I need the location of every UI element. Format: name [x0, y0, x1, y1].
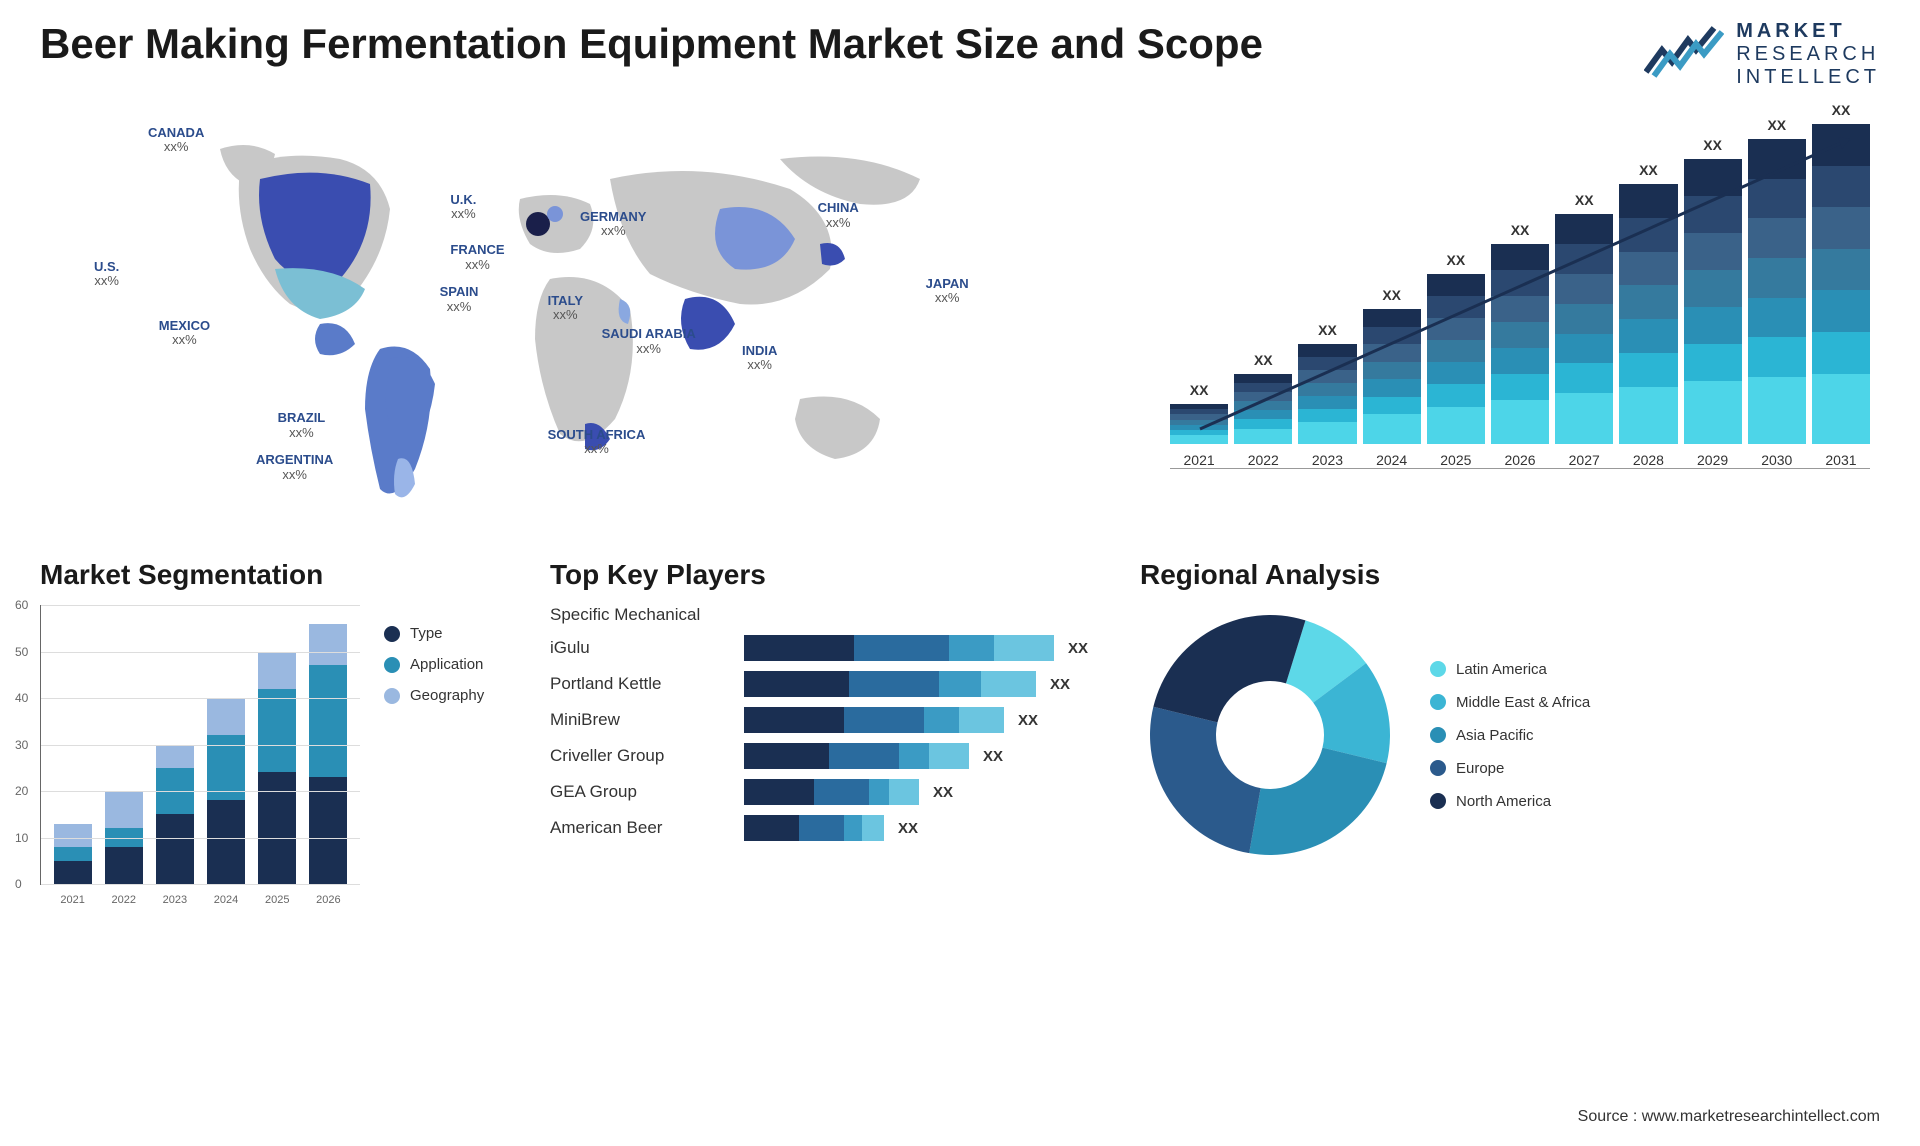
donut-slice — [1153, 615, 1305, 722]
player-row: iGuluXX — [550, 635, 1110, 661]
legend-item: Middle East & Africa — [1430, 694, 1590, 711]
player-row: MiniBrewXX — [550, 707, 1110, 733]
legend-item: North America — [1430, 793, 1590, 810]
player-row: American BeerXX — [550, 815, 1110, 841]
donut-slice — [1150, 707, 1261, 853]
growth-bar: XX2025 — [1427, 252, 1485, 468]
map-label: ARGENTINAxx% — [256, 453, 333, 482]
growth-bar: XX2024 — [1363, 287, 1421, 468]
map-label: U.S.xx% — [94, 260, 119, 289]
legend-item: Type — [384, 625, 484, 642]
regional-legend: Latin America Middle East & Africa Asia Pa… — [1430, 661, 1590, 810]
seg-bar: 2026 — [309, 624, 347, 884]
map-label: MEXICOxx% — [159, 319, 210, 348]
segmentation-title: Market Segmentation — [40, 559, 520, 591]
map-label: U.K.xx% — [450, 193, 476, 222]
map-label: ITALYxx% — [548, 294, 583, 323]
growth-bar: XX2029 — [1684, 137, 1742, 468]
donut-slice — [1249, 748, 1386, 855]
growth-bar: XX2023 — [1298, 322, 1356, 468]
players-header: Specific Mechanical — [550, 605, 730, 625]
player-row: Portland KettleXX — [550, 671, 1110, 697]
regional-donut — [1140, 605, 1400, 865]
map-label: SOUTH AFRICAxx% — [548, 428, 646, 457]
growth-bar: XX2021 — [1170, 382, 1228, 468]
growth-bar: XX2027 — [1555, 192, 1613, 468]
growth-bar: XX2030 — [1748, 117, 1806, 468]
legend-item: Europe — [1430, 760, 1590, 777]
legend-item: Geography — [384, 687, 484, 704]
legend-item: Latin America — [1430, 661, 1590, 678]
world-map: CANADAxx% U.S.xx% MEXICOxx% BRAZILxx% ARGENT… — [40, 109, 1120, 529]
growth-bar: XX2031 — [1812, 102, 1870, 468]
player-row: Criveller GroupXX — [550, 743, 1110, 769]
page-title: Beer Making Fermentation Equipment Marke… — [40, 20, 1263, 68]
key-players-section: Top Key Players Specific Mechanical iGulu… — [550, 559, 1110, 885]
regional-section: Regional Analysis Latin America Middle Ea… — [1140, 559, 1880, 885]
seg-bar: 2025 — [258, 652, 296, 885]
map-label: FRANCExx% — [450, 243, 504, 272]
map-label: BRAZILxx% — [278, 411, 326, 440]
map-label: JAPANxx% — [926, 277, 969, 306]
growth-bar: XX2026 — [1491, 222, 1549, 468]
legend-item: Application — [384, 656, 484, 673]
map-label: SAUDI ARABIAxx% — [602, 327, 696, 356]
segmentation-legend: Type Application Geography — [384, 625, 484, 704]
growth-bar: XX2022 — [1234, 352, 1292, 468]
players-title: Top Key Players — [550, 559, 1110, 591]
legend-item: Asia Pacific — [1430, 727, 1590, 744]
seg-bar: 2021 — [54, 824, 92, 884]
logo-text: MARKET RESEARCH INTELLECT — [1736, 20, 1880, 89]
segmentation-section: Market Segmentation 20212022202320242025… — [40, 559, 520, 885]
map-label: INDIAxx% — [742, 344, 777, 373]
growth-bar: XX2028 — [1619, 162, 1677, 468]
source-text: Source : www.marketresearchintellect.com — [1578, 1108, 1880, 1126]
map-label: CHINAxx% — [818, 201, 859, 230]
segmentation-chart: 202120222023202420252026 0102030405060 — [40, 605, 360, 885]
map-label: CANADAxx% — [148, 126, 204, 155]
brand-logo: MARKET RESEARCH INTELLECT — [1644, 20, 1880, 89]
player-row: GEA GroupXX — [550, 779, 1110, 805]
map-label: SPAINxx% — [440, 285, 479, 314]
map-label: GERMANYxx% — [580, 210, 646, 239]
growth-bar-chart: XX2021XX2022XX2023XX2024XX2025XX2026XX20… — [1160, 109, 1880, 529]
seg-bar: 2023 — [156, 745, 194, 885]
logo-icon — [1644, 22, 1724, 87]
regional-title: Regional Analysis — [1140, 559, 1590, 591]
